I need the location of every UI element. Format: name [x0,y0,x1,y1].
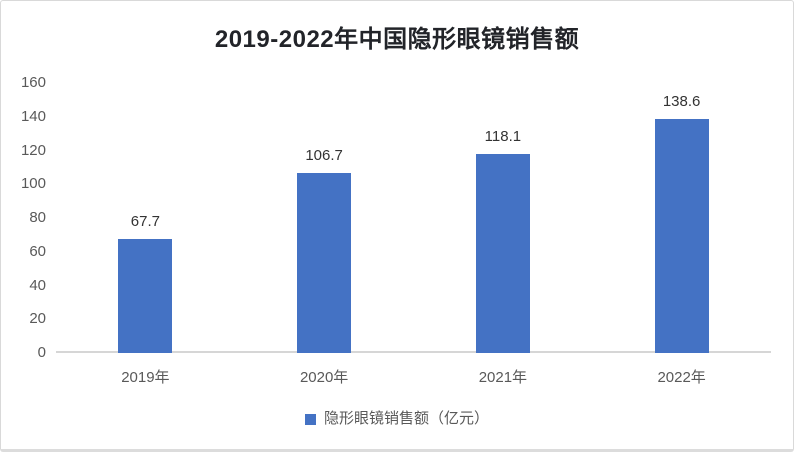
bar-2019年 [118,238,173,353]
x-axis-tick-label: 2020年 [299,369,349,386]
y-axis-tick-label: 60 [29,242,46,260]
y-axis-tick-label: 40 [29,276,46,294]
bar-data-label: 67.7 [130,212,160,230]
bar-data-label: 106.7 [305,146,343,164]
bar-2022年 [654,119,709,353]
y-axis-tick-label: 80 [29,209,46,226]
chart-title: 2019-2022年中国隐形眼镜销售额 [214,26,580,53]
legend-square-icon [304,413,316,425]
bar-data-label: 118.1 [484,127,522,145]
x-axis-tick-label: 2021年 [478,369,528,386]
x-axis-tick-label: 2022年 [657,369,706,386]
y-axis-tick-label: 160 [20,74,46,91]
bar-2021年 [475,153,530,353]
y-axis-tick-label: 0 [37,344,46,361]
y-axis-tick-label: 100 [20,175,46,193]
y-axis-tick-label: 20 [29,310,46,328]
plot-area [56,83,771,353]
y-axis-tick-label: 120 [20,141,46,159]
legend: 隐形眼镜销售额（亿元） [1,410,793,428]
bar-data-label: 138.6 [662,93,701,111]
bar-2020年 [297,172,352,353]
y-axis-tick-label: 140 [20,107,46,125]
legend-series-label: 隐形眼镜销售额（亿元） [323,410,489,427]
x-axis-tick-label: 2019年 [121,369,170,386]
